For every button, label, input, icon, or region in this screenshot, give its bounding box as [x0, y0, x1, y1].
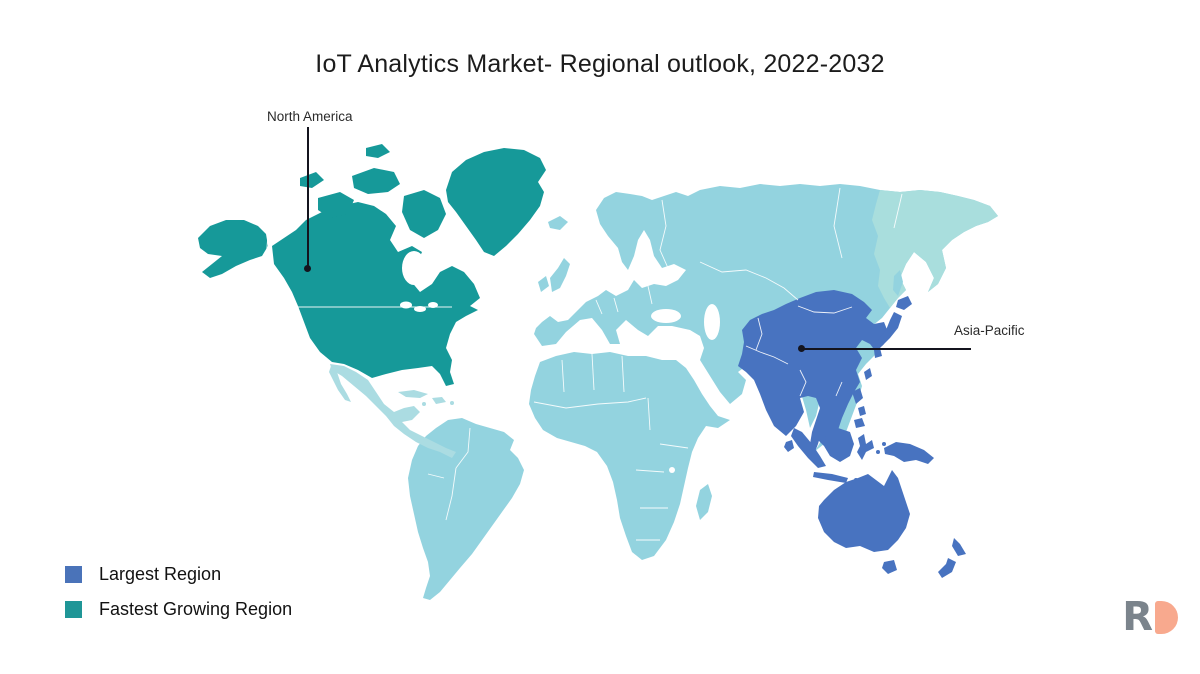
legend-item-fastest-growing-region: Fastest Growing Region: [65, 599, 292, 620]
border-siberia-2: [893, 193, 903, 229]
region-new-guinea: [884, 442, 934, 464]
region-north-america: [272, 202, 480, 386]
region-africa: [529, 352, 730, 560]
region-great-britain: [550, 258, 570, 292]
region-japan-honshu: [878, 312, 902, 346]
annotation-dot-north-america: [304, 265, 311, 272]
region-sakhalin: [893, 270, 903, 296]
page-title: IoT Analytics Market- Regional outlook, …: [315, 50, 885, 78]
region-sumatra: [791, 428, 826, 468]
region-alaska: [198, 220, 268, 278]
country-borders: [265, 187, 903, 541]
region-moluccas-1: [876, 450, 880, 454]
region-australia: [818, 470, 910, 552]
region-sulawesi: [857, 434, 874, 460]
border-africa-4: [647, 397, 651, 431]
region-new-zealand-south: [938, 558, 956, 578]
border-indochina-2: [835, 381, 843, 397]
annotation-line-north-america: [307, 127, 309, 268]
annotation-line-asia-pacific: [801, 348, 971, 350]
black-sea: [651, 309, 681, 323]
region-arctic-island-ellesmere: [366, 144, 390, 158]
region-java: [813, 472, 848, 483]
region-japan-kyushu: [874, 348, 882, 358]
lakes-and-seas: [400, 251, 720, 473]
border-siberia-1: [833, 187, 843, 259]
border-ural: [659, 199, 669, 269]
region-philippines-mindanao: [854, 418, 865, 428]
border-africa-2: [591, 353, 595, 391]
region-taiwan: [864, 368, 872, 380]
region-philippines-visayas: [858, 406, 866, 416]
region-arctic-island-baffin: [402, 190, 446, 238]
border-europe-2: [613, 297, 619, 313]
region-greenland: [446, 148, 546, 256]
border-kazakhstan-south: [699, 261, 799, 301]
border-indochina-1: [799, 369, 807, 397]
region-philippines-luzon: [852, 388, 863, 404]
border-africa-6: [635, 469, 665, 473]
region-moluccas-2: [882, 442, 886, 446]
legend-label-largest-region: Largest Region: [99, 564, 222, 584]
region-northeast-asia: [872, 190, 998, 308]
brand-logo: R: [1122, 594, 1178, 640]
region-sri-lanka: [784, 440, 794, 452]
caspian-sea: [704, 304, 720, 340]
region-jamaica: [422, 402, 426, 406]
border-europe-1: [595, 299, 603, 315]
legend-swatch-largest-region: [65, 566, 82, 583]
lake-victoria: [669, 467, 675, 473]
region-puerto-rico: [450, 401, 454, 405]
border-mongolia-china: [797, 305, 853, 314]
annotation-label-asia-pacific: Asia-Pacific: [954, 323, 1025, 338]
great-lake-3: [428, 302, 438, 308]
region-iceland: [548, 216, 568, 230]
region-borneo: [824, 428, 854, 462]
border-africa-5: [659, 443, 689, 449]
border-afghanistan: [755, 317, 763, 351]
region-asia-pacific-mainland: [738, 290, 888, 454]
region-cuba: [398, 390, 428, 398]
border-south-america-2: [445, 467, 457, 521]
legend: Largest Region Fastest Growing Region: [65, 564, 292, 620]
region-arctic-island-banks: [300, 172, 324, 188]
border-south-america-1: [455, 427, 471, 469]
great-lake-2: [414, 306, 426, 312]
region-mexico-central-america: [330, 364, 456, 458]
great-lake-1: [400, 301, 412, 309]
legend-swatch-fastest-growing-region: [65, 601, 82, 618]
legend-label-fastest-growing-region: Fastest Growing Region: [99, 599, 293, 619]
border-himalaya: [745, 345, 789, 365]
legend-item-largest-region: Largest Region: [65, 564, 292, 585]
region-baja-california: [329, 366, 351, 402]
border-europe-3: [647, 285, 653, 305]
border-africa-3: [621, 355, 625, 393]
region-hispaniola: [432, 397, 446, 404]
region-madagascar: [696, 484, 712, 520]
border-africa-1: [561, 359, 565, 393]
annotation-label-north-america: North America: [267, 109, 353, 124]
hudson-bay: [402, 251, 426, 285]
border-africa-sahel: [533, 397, 647, 409]
region-south-america: [408, 418, 524, 600]
logo-letter-d-shape: [1155, 600, 1178, 634]
region-tasmania: [882, 560, 897, 574]
region-japan-hokkaido: [896, 296, 912, 310]
border-alaska-canada: [265, 233, 269, 261]
region-new-zealand-north: [952, 538, 966, 556]
region-arctic-island-1: [352, 168, 400, 194]
region-ireland: [538, 276, 549, 292]
border-south-america-3: [427, 473, 445, 479]
region-arctic-island-victoria: [318, 192, 354, 218]
logo-letter-r: R: [1122, 594, 1153, 640]
annotation-dot-asia-pacific: [798, 345, 805, 352]
